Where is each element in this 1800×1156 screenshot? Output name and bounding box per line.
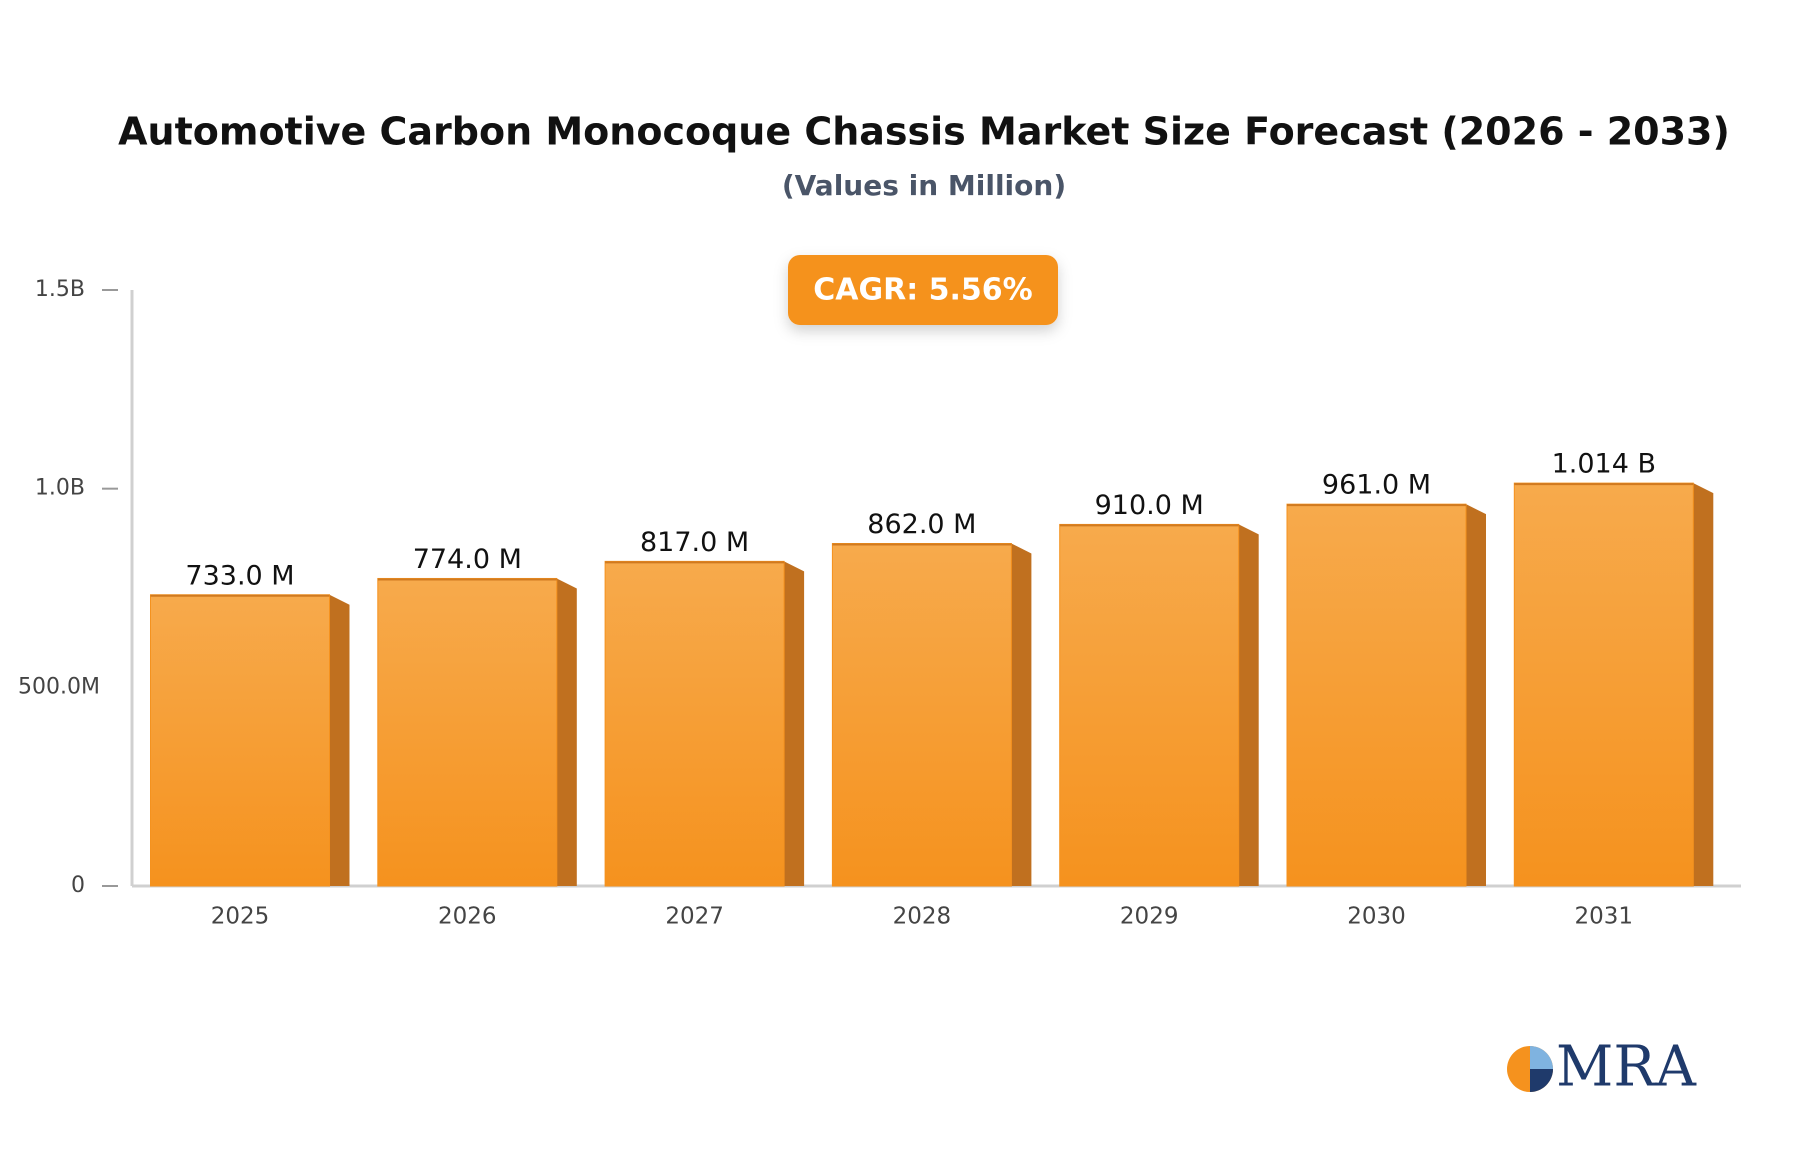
y-tick-label: 1.5B (35, 277, 85, 302)
y-tick-label: 0 (71, 873, 85, 898)
y-tick-label: 1.0B (35, 476, 85, 501)
x-tick-label: 2030 (1347, 904, 1406, 930)
bar (377, 577, 558, 887)
bar-side (784, 561, 805, 886)
bar (604, 560, 785, 887)
bar-side (329, 594, 350, 886)
value-label: 733.0 M (185, 560, 294, 591)
logo-icon-slice (1530, 1046, 1553, 1069)
logo-icon-slice (1530, 1069, 1553, 1092)
chart-subtitle: (Values in Million) (782, 169, 1066, 202)
cagr-badge (788, 255, 1058, 325)
cagr-label: CAGR: 5.56% (813, 273, 1032, 308)
value-label: 910.0 M (1095, 490, 1204, 521)
bar-side (1466, 504, 1486, 886)
bar (1059, 523, 1240, 887)
bar-side (556, 578, 577, 886)
bar-side (1693, 483, 1714, 886)
bar (831, 542, 1012, 887)
bar-side (1238, 524, 1259, 886)
value-label: 1.014 B (1552, 449, 1656, 480)
value-label: 774.0 M (413, 544, 522, 575)
y-tick-label: 500.0M (18, 674, 100, 699)
x-tick-label: 2025 (211, 904, 270, 930)
value-label: 817.0 M (640, 527, 749, 558)
x-tick-label: 2028 (893, 904, 952, 930)
value-label: 961.0 M (1322, 470, 1431, 501)
x-tick-label: 2027 (665, 904, 724, 930)
bar (1513, 482, 1694, 887)
logo-text: MRA (1556, 1035, 1697, 1100)
bar (1286, 503, 1467, 887)
x-tick-label: 2031 (1575, 904, 1634, 930)
x-tick-label: 2026 (438, 904, 497, 930)
bar-side (1011, 543, 1032, 886)
x-tick-label: 2029 (1120, 904, 1179, 930)
chart-title: Automotive Carbon Monocoque Chassis Mark… (118, 110, 1730, 154)
bar (150, 594, 330, 887)
value-label: 862.0 M (867, 509, 976, 540)
